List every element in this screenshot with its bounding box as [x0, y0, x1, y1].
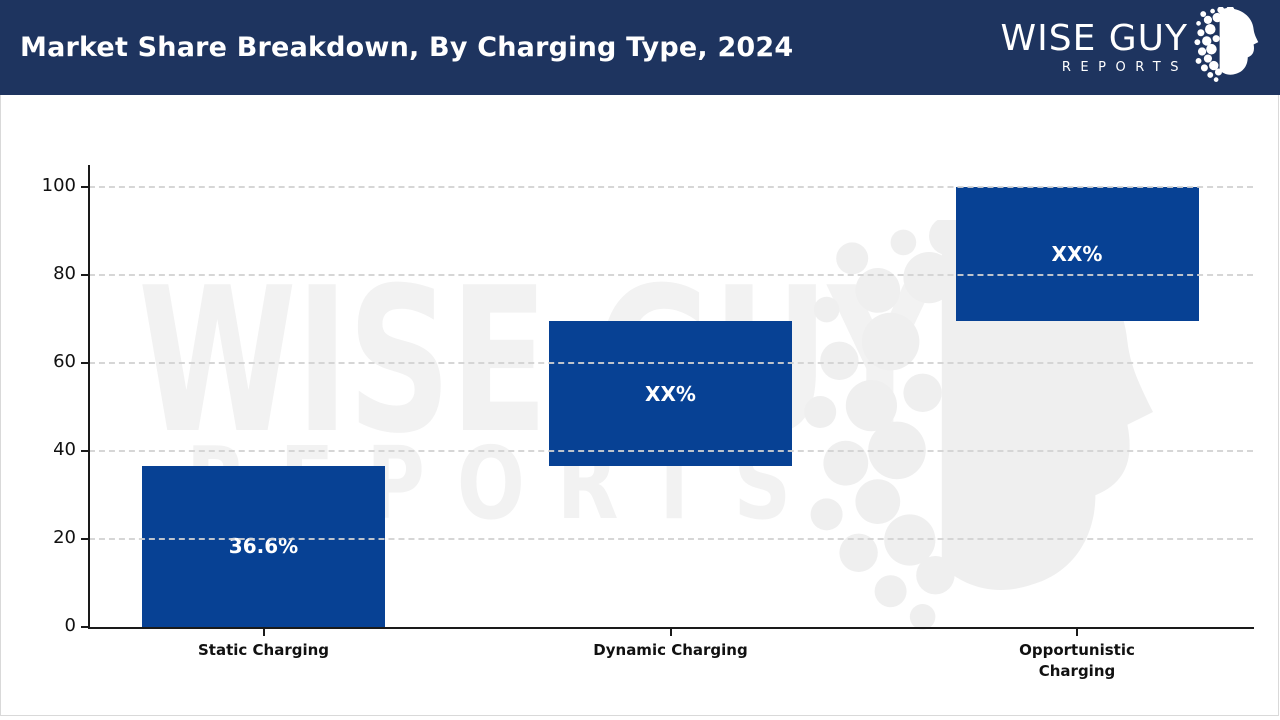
- gridline-40: [89, 450, 1253, 452]
- y-tick-label: 80: [53, 263, 76, 284]
- category-label-1: Dynamic Charging: [593, 641, 748, 659]
- y-tick: [81, 274, 88, 276]
- gridline-80: [89, 274, 1253, 276]
- page-title: Market Share Breakdown, By Charging Type…: [20, 32, 794, 63]
- y-axis-line: [88, 165, 90, 629]
- y-tick: [81, 538, 88, 540]
- logo-text: WISE GUY REPORTS: [1000, 17, 1189, 75]
- logo-subtext: REPORTS: [1061, 59, 1188, 75]
- logo-face-icon: [1194, 6, 1259, 82]
- logo-wordmark: WISE GUY: [1000, 17, 1188, 59]
- y-tick-label: 60: [53, 351, 76, 372]
- x-tick: [1076, 629, 1078, 636]
- y-tick-label: 20: [53, 527, 76, 548]
- bar-value-label: XX%: [1051, 242, 1103, 267]
- x-axis-line: [88, 627, 1254, 629]
- y-tick: [81, 450, 88, 452]
- bar-0: 36.6%: [142, 465, 385, 627]
- y-tick-label: 0: [64, 615, 76, 636]
- gridline-60: [89, 362, 1253, 364]
- gridline-100: [89, 186, 1253, 188]
- header-bar: Market Share Breakdown, By Charging Type…: [0, 0, 1280, 95]
- bar-2: XX%: [955, 187, 1199, 322]
- y-tick-label: 100: [41, 175, 76, 196]
- x-tick: [262, 629, 265, 636]
- y-tick-label: 40: [53, 439, 76, 460]
- category-label-0: Static Charging: [197, 641, 330, 659]
- category-label-2: Opportunistic Charging: [1019, 641, 1135, 680]
- y-tick: [81, 362, 88, 364]
- wiseguy-logo: WISE GUY REPORTS: [1000, 6, 1267, 89]
- y-tick: [81, 186, 88, 188]
- x-tick: [669, 629, 672, 636]
- bar-1: XX%: [549, 321, 792, 466]
- bar-value-label: XX%: [645, 381, 696, 406]
- gridline-20: [89, 538, 1253, 540]
- y-tick: [81, 626, 88, 628]
